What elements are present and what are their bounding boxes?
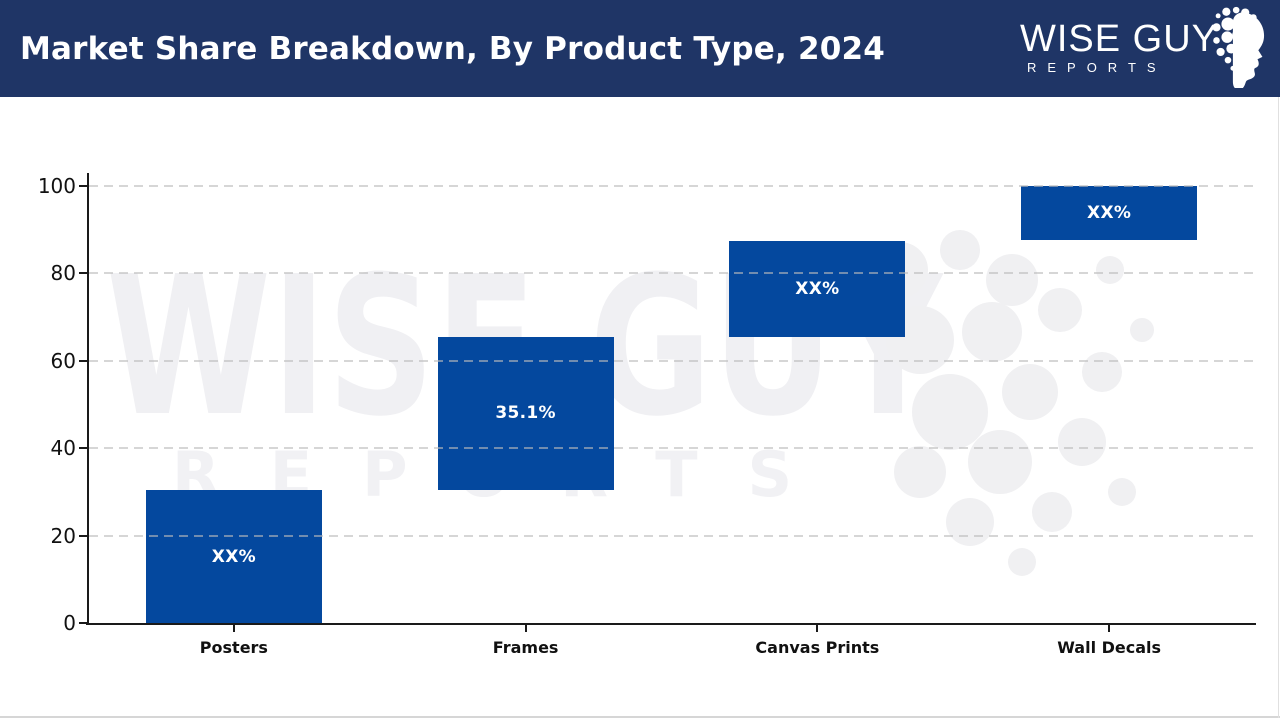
x-axis-line — [86, 623, 1256, 625]
bar: XX% — [1021, 186, 1198, 240]
y-tick-mark — [79, 185, 87, 187]
y-axis-line — [87, 173, 89, 624]
y-tick-mark — [79, 534, 87, 537]
y-tick-label: 40 — [50, 436, 76, 461]
y-grid-line — [89, 534, 1255, 537]
bar-value-label: XX% — [1087, 202, 1132, 223]
y-tick-label: 0 — [63, 611, 76, 635]
chart-title: Market Share Breakdown, By Product Type,… — [20, 30, 886, 67]
bar-value-label: XX% — [795, 278, 840, 299]
logo-subtext: REPORTS — [1026, 60, 1167, 76]
y-tick-mark — [79, 359, 87, 362]
y-tick-label: 60 — [50, 348, 76, 373]
bar: XX% — [729, 241, 906, 337]
logo-wordmark: WISE GUY — [1019, 17, 1218, 60]
header-bar: Market Share Breakdown, By Product Type,… — [0, 0, 1280, 97]
y-tick-label: 20 — [50, 523, 76, 548]
x-category-label: Canvas Prints — [755, 638, 880, 657]
x-tick-mark — [524, 624, 527, 632]
watermark-face-dots-icon — [872, 230, 1154, 576]
x-category-label: Frames — [492, 638, 559, 657]
y-tick-mark — [79, 622, 87, 624]
y-grid-line — [89, 447, 1255, 450]
x-tick-mark — [232, 624, 235, 632]
logo: WISE GUY REPORTS — [1020, 6, 1270, 88]
bar: XX% — [145, 490, 322, 623]
y-grid-line — [89, 359, 1255, 362]
y-tick-mark — [79, 272, 87, 275]
logo-text: WISE GUY REPORTS — [1019, 17, 1218, 76]
y-tick-mark — [79, 447, 87, 450]
x-category-label: Posters — [199, 638, 268, 657]
right-edge-divider — [1278, 97, 1279, 718]
x-tick-mark — [816, 624, 819, 632]
logo-face-icon — [1212, 6, 1265, 88]
x-tick-mark — [1108, 624, 1111, 632]
y-grid-line — [89, 185, 1255, 187]
bottom-divider — [0, 716, 1280, 718]
bar: 35.1% — [437, 336, 614, 491]
y-tick-label: 80 — [50, 261, 76, 286]
chart-area: 0 20 40 60 80 100 XX% Posters 35.1% Frames XX% Canv… — [0, 97, 1280, 717]
bar-value-label: XX% — [211, 546, 256, 567]
bar-value-label: 35.1% — [495, 403, 556, 424]
x-category-label: Wall Decals — [1057, 638, 1162, 657]
y-tick-label: 100 — [37, 174, 76, 198]
y-grid-line — [89, 272, 1255, 275]
